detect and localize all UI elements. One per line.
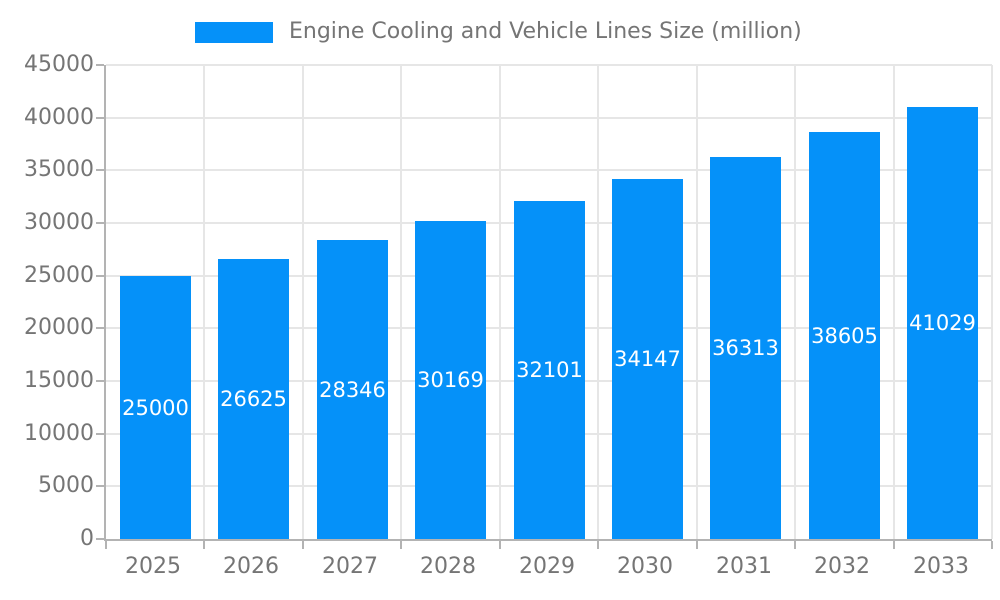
bar-value-label: 28346 xyxy=(319,378,386,402)
bar-2031: 36313 xyxy=(710,157,781,539)
y-axis-tick xyxy=(96,380,104,382)
y-axis-tick xyxy=(96,169,104,172)
x-axis-label-2028: 2028 xyxy=(420,554,476,579)
y-axis-tick xyxy=(96,222,104,224)
x-axis-tick xyxy=(794,541,797,549)
bar-2028: 30169 xyxy=(415,221,486,539)
y-axis-label: 45000 xyxy=(24,52,94,77)
y-gridline xyxy=(106,64,992,66)
y-axis-label: 15000 xyxy=(24,368,94,393)
bar-value-label: 32101 xyxy=(516,358,583,382)
x-gridline xyxy=(301,65,304,539)
bar-2032: 38605 xyxy=(809,132,880,539)
x-gridline xyxy=(498,65,501,539)
x-axis-label-2032: 2032 xyxy=(814,554,870,579)
x-axis-tick xyxy=(991,541,993,549)
plot-area: 25000 26625 28346 30169 32101 34147 36313 38605… xyxy=(96,64,993,549)
bar-value-label: 30169 xyxy=(417,368,484,392)
bar-value-label: 26625 xyxy=(220,387,287,411)
y-gridline xyxy=(106,116,992,119)
y-axis-label: 25000 xyxy=(24,262,94,288)
x-gridline xyxy=(892,65,895,539)
x-gridline xyxy=(400,65,403,539)
bar-value-label: 25000 xyxy=(122,396,189,420)
y-axis-tick xyxy=(96,64,104,66)
x-axis-label-2030: 2030 xyxy=(617,554,673,579)
bar-value-label: 34147 xyxy=(614,347,681,371)
y-gridline xyxy=(106,169,992,172)
bar-value-label: 38605 xyxy=(811,324,878,348)
x-axis-label-2031: 2031 xyxy=(716,554,772,579)
y-axis-label: 30000 xyxy=(24,210,94,235)
x-axis-tick xyxy=(892,541,895,549)
bar-value-label: 41029 xyxy=(909,311,976,335)
chart-title: Engine Cooling and Vehicle Lines Size (m… xyxy=(289,19,802,44)
x-axis-tick xyxy=(695,541,698,549)
bar-2026: 26625 xyxy=(218,259,289,539)
x-axis-tick xyxy=(301,541,304,549)
y-axis-tick xyxy=(96,432,104,435)
y-axis-label: 40000 xyxy=(24,104,94,130)
x-axis-label-2026: 2026 xyxy=(223,554,279,579)
x-axis-tick xyxy=(498,541,501,549)
x-gridline xyxy=(695,65,698,539)
y-axis-tick xyxy=(96,327,104,330)
bar-2030: 34147 xyxy=(612,179,683,539)
x-axis-tick xyxy=(203,541,206,549)
x-gridline xyxy=(597,65,600,539)
x-axis-tick xyxy=(400,541,403,549)
y-axis-label: 5000 xyxy=(38,473,94,499)
y-axis-tick xyxy=(96,116,104,119)
x-axis-tick xyxy=(597,541,600,549)
bar-2025: 25000 xyxy=(120,276,191,539)
y-axis-label: 10000 xyxy=(24,420,94,446)
bar-2029: 32101 xyxy=(514,201,585,539)
y-axis-label: 35000 xyxy=(24,157,94,183)
y-axis-tick xyxy=(96,538,104,540)
y-axis-tick xyxy=(96,274,104,277)
x-axis-tick xyxy=(105,541,107,549)
x-axis-label-2029: 2029 xyxy=(519,554,575,579)
y-axis-tick xyxy=(96,485,104,488)
bar-value-label: 36313 xyxy=(712,336,779,360)
bar-2027: 28346 xyxy=(317,240,388,539)
legend-swatch xyxy=(195,21,273,43)
chart-legend[interactable]: Engine Cooling and Vehicle Lines Size (m… xyxy=(195,20,802,44)
x-axis-label-2033: 2033 xyxy=(913,554,969,579)
y-axis-label: 0 xyxy=(80,526,94,551)
y-axis-label: 20000 xyxy=(24,315,94,341)
x-axis-label-2025: 2025 xyxy=(125,554,181,579)
x-gridline xyxy=(794,65,797,539)
x-gridline xyxy=(991,65,993,539)
x-gridline xyxy=(203,65,206,539)
x-axis-label-2027: 2027 xyxy=(322,554,378,579)
bar-2033: 41029 xyxy=(907,107,978,539)
